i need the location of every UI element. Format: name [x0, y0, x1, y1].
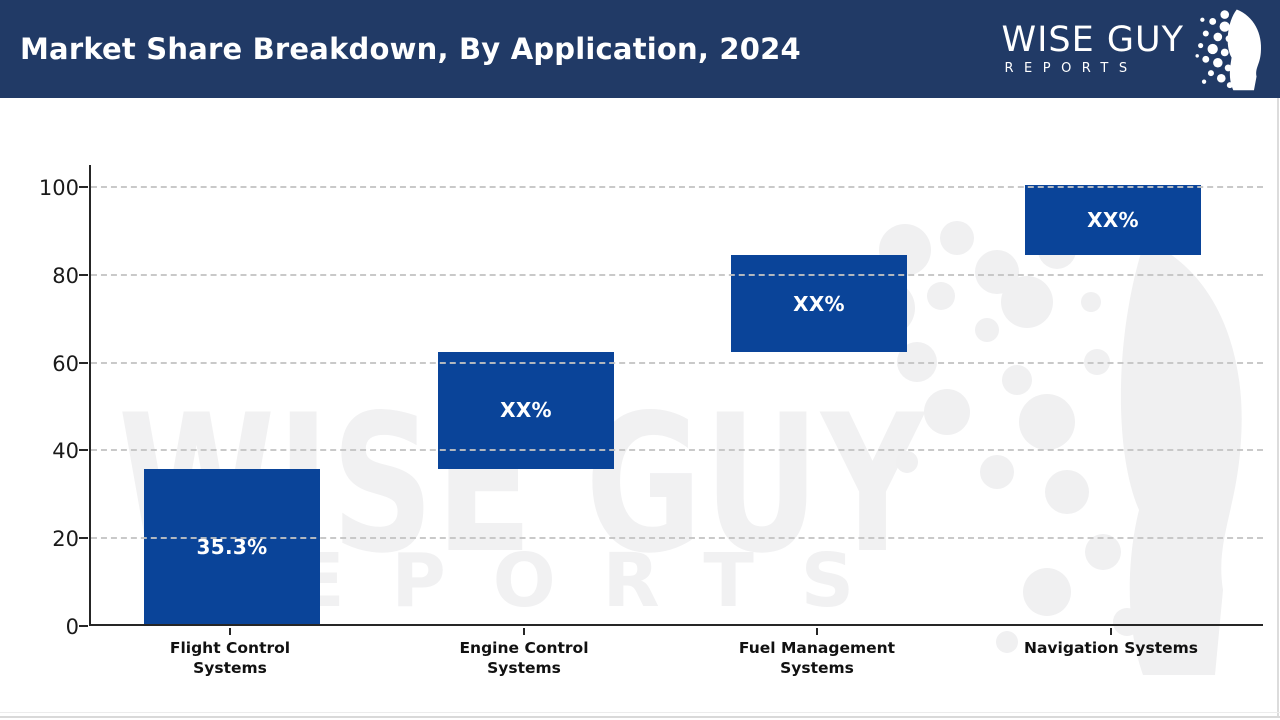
- x-axis-tick: [1110, 628, 1112, 635]
- y-axis-tick-label: 100: [38, 176, 79, 200]
- gridline-40: [91, 449, 1263, 452]
- x-axis-category-label: Engine Control Systems: [379, 638, 669, 678]
- gridline-100: [91, 186, 1263, 188]
- bar-value-label: XX%: [1087, 208, 1139, 233]
- bar-value-label: XX%: [793, 291, 845, 316]
- y-axis-tick: [79, 273, 88, 276]
- bottom-hairline: [0, 712, 1280, 713]
- category-label-line: Engine Control: [459, 639, 589, 657]
- chart-bar: XX%: [438, 351, 614, 470]
- y-axis-tick: [79, 361, 88, 364]
- bottom-border: [0, 716, 1280, 718]
- plot-area: 35.3% XX% XX% XX%: [89, 165, 1263, 626]
- y-axis-tick-label: 60: [52, 351, 79, 376]
- y-axis-tick: [79, 537, 88, 540]
- gridline-80: [91, 273, 1263, 276]
- x-axis-category-label: Flight Control Systems: [85, 638, 375, 678]
- gridline-20: [91, 537, 1263, 540]
- chart-bar: XX%: [731, 255, 907, 352]
- y-axis-tick: [79, 625, 88, 627]
- category-label-line: Fuel Management: [738, 639, 896, 657]
- category-label-line: Systems: [193, 659, 267, 678]
- logo-text: WISE GUY REPORTS: [1001, 20, 1184, 76]
- x-axis-category-label: Navigation Systems: [966, 638, 1256, 658]
- x-axis-category-label: Fuel Management Systems: [672, 638, 962, 678]
- y-axis-tick: [79, 186, 88, 188]
- y-axis-tick-label: 20: [52, 527, 79, 552]
- logo-head-icon: [1195, 9, 1262, 91]
- y-axis-tick-label: 0: [65, 615, 79, 639]
- x-axis-tick: [523, 628, 525, 635]
- y-axis-tick-label: 80: [52, 263, 79, 288]
- chart-bar: XX%: [1025, 185, 1201, 256]
- bar-value-label: XX%: [500, 398, 552, 423]
- header-bar: Market Share Breakdown, By Application, …: [0, 0, 1280, 98]
- category-label-line: Systems: [780, 659, 854, 678]
- x-axis-tick: [816, 628, 818, 635]
- chart-bar: 35.3%: [144, 469, 320, 624]
- logo-subtitle: REPORTS: [1004, 61, 1138, 76]
- category-label-line: Systems: [487, 659, 561, 678]
- x-axis-tick: [229, 628, 231, 635]
- category-label-line: Navigation Systems: [1024, 639, 1198, 657]
- category-label-line: Flight Control: [169, 639, 291, 657]
- y-axis-tick-label: 40: [52, 439, 79, 464]
- gridline-60: [91, 361, 1263, 364]
- chart-title: Market Share Breakdown, By Application, …: [20, 32, 801, 66]
- wiseguy-logo: WISE GUY REPORTS: [1001, 7, 1280, 91]
- y-axis-tick: [79, 449, 88, 452]
- logo-wordmark: WISE GUY: [1001, 20, 1184, 60]
- right-border: [1277, 98, 1279, 716]
